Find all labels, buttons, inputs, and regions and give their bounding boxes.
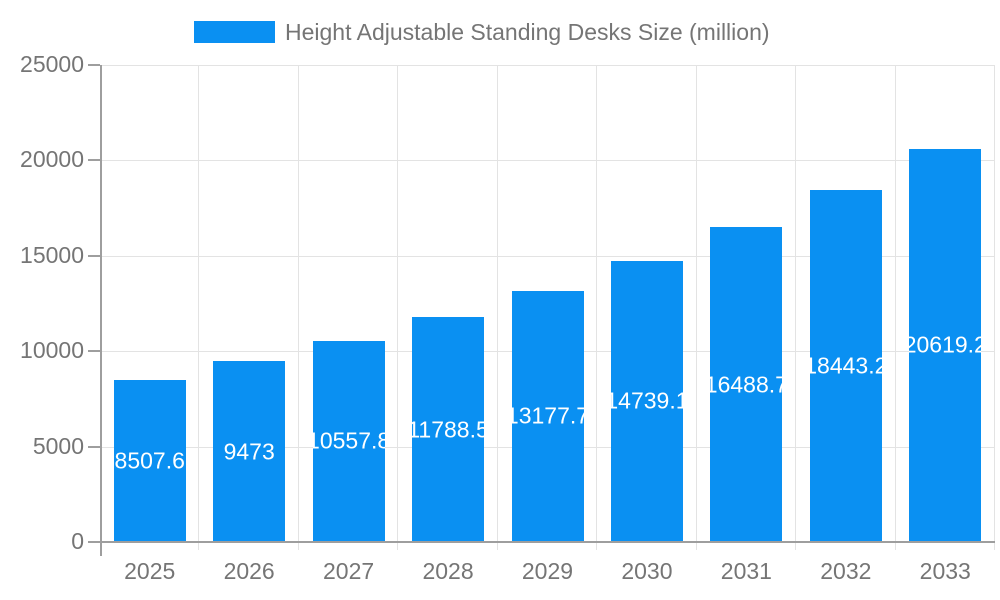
bar-value-label: 18443.2 <box>809 352 882 379</box>
x-axis-tick-label: 2025 <box>124 558 176 584</box>
y-axis-line <box>100 65 102 556</box>
y-axis-tick-label: 5000 <box>32 432 84 459</box>
gridline-horizontal <box>100 160 995 162</box>
bar: 20619.2 <box>909 148 982 542</box>
gridline-vertical <box>297 65 299 550</box>
x-axis-tick-label: 2031 <box>720 558 772 584</box>
gridline-vertical <box>596 65 598 550</box>
y-axis-tick-label: 20000 <box>20 146 84 173</box>
gridline-vertical <box>397 65 399 550</box>
bar: 18443.2 <box>809 190 882 542</box>
gridline-horizontal <box>100 65 995 66</box>
bar-value-label: 14739.1 <box>610 387 683 414</box>
gridline-vertical <box>198 65 200 550</box>
y-axis-tick <box>88 350 100 353</box>
bar-value-label: 8507.6 <box>114 447 185 474</box>
bar-value-label: 10557.8 <box>312 427 385 454</box>
y-axis-tick <box>88 159 100 162</box>
bar: 14739.1 <box>610 260 683 542</box>
bar: 8507.6 <box>113 379 186 542</box>
chart-legend: Height Adjustable Standing Desks Size (m… <box>194 19 770 45</box>
y-axis-tick <box>88 445 100 448</box>
bar-value-label: 13177.7 <box>511 402 584 429</box>
bar-value-label: 9473 <box>223 438 275 465</box>
bar: 16488.7 <box>710 227 783 542</box>
gridline-vertical <box>695 65 697 550</box>
x-axis-tick-label: 2027 <box>323 558 375 584</box>
plot-area: 8507.6 9473 10557.8 11788.5 13177.7 14739.1 16… <box>100 65 995 556</box>
y-axis-tick <box>88 254 100 257</box>
bar: 13177.7 <box>511 290 584 542</box>
bar: 9473 <box>213 361 286 542</box>
y-axis-tick <box>88 64 100 66</box>
y-axis-tick-label: 0 <box>71 528 84 554</box>
x-axis-tick-label: 2028 <box>422 558 474 584</box>
legend-swatch <box>194 21 275 43</box>
y-axis-tick-label: 10000 <box>20 337 84 364</box>
x-axis-line <box>100 541 995 543</box>
x-axis-tick-label: 2026 <box>223 558 275 584</box>
gridline-vertical <box>496 65 498 550</box>
legend-label: Height Adjustable Standing Desks Size (m… <box>285 19 770 45</box>
bar-value-label: 16488.7 <box>710 371 783 398</box>
y-axis-tick <box>88 541 100 543</box>
y-axis-tick-label: 25000 <box>20 51 84 77</box>
x-axis-tick-label: 2033 <box>919 558 971 584</box>
bar: 10557.8 <box>312 340 385 542</box>
x-axis-tick-label: 2030 <box>621 558 673 584</box>
gridline-horizontal <box>100 255 995 257</box>
gridline-vertical <box>894 65 896 550</box>
bar-value-label: 11788.5 <box>412 416 485 443</box>
gridline-vertical <box>994 65 995 550</box>
bar: 11788.5 <box>412 317 485 542</box>
x-axis-tick-label: 2032 <box>820 558 872 584</box>
bar-value-label: 20619.2 <box>909 331 982 358</box>
y-axis-tick-label: 15000 <box>20 241 84 268</box>
gridline-vertical <box>795 65 797 550</box>
x-axis-tick-label: 2029 <box>521 558 574 584</box>
